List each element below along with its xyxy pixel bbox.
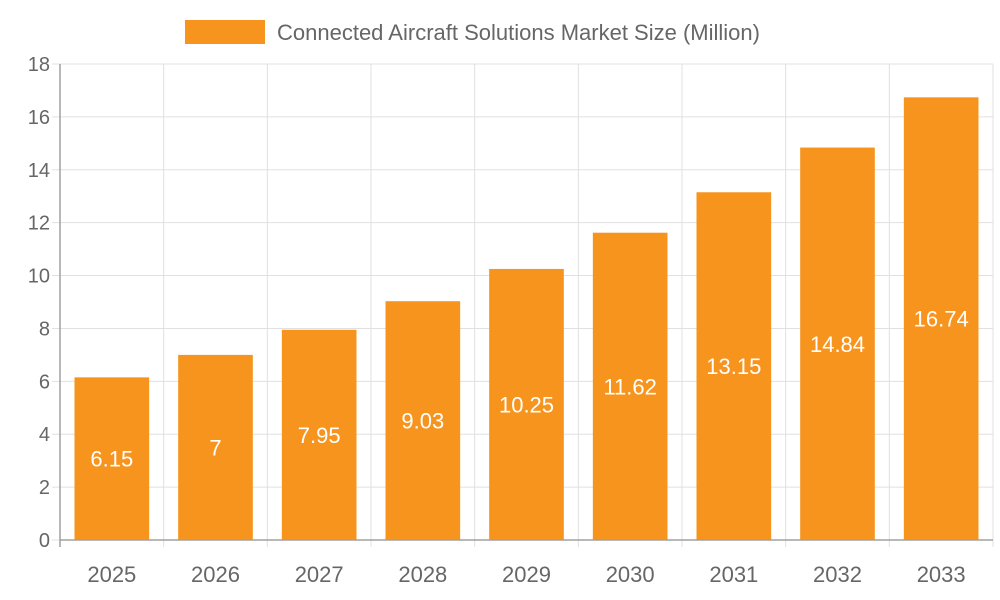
- y-tick-label: 18: [28, 54, 50, 76]
- data-label: 13.15: [706, 354, 761, 379]
- x-tick-label: 2027: [295, 562, 344, 587]
- bar: [178, 354, 253, 540]
- y-tick-label: 6: [39, 371, 50, 393]
- x-tick-label: 2031: [709, 562, 758, 587]
- y-tick-label: 2: [39, 477, 50, 499]
- y-tick-label: 4: [39, 424, 50, 446]
- y-tick-label: 16: [28, 107, 50, 129]
- legend[interactable]: Connected Aircraft Solutions Market Size…: [185, 20, 760, 45]
- y-tick-label: 14: [28, 160, 50, 182]
- data-label: 7: [209, 435, 221, 460]
- x-tick-label: 2028: [398, 562, 447, 587]
- data-label: 7.95: [298, 423, 341, 448]
- data-label: 6.15: [90, 447, 133, 472]
- data-label: 10.25: [499, 392, 554, 417]
- data-label: 16.74: [914, 307, 969, 332]
- data-label: 9.03: [401, 409, 444, 434]
- bar: [800, 147, 875, 540]
- bar: [74, 377, 150, 540]
- y-tick-label: 8: [39, 318, 50, 340]
- bar: [696, 192, 772, 540]
- bar: [903, 97, 979, 540]
- legend-label: Connected Aircraft Solutions Market Size…: [277, 20, 760, 45]
- x-tick-label: 2033: [917, 562, 966, 587]
- y-tick-label: 12: [28, 213, 50, 235]
- bar: [385, 301, 461, 540]
- data-labels: 6.15 7 7.95 9.03 10.25 11.62 13.15 14.84 16.74: [90, 307, 968, 472]
- x-tick-label: 2029: [502, 562, 551, 587]
- legend-swatch: [185, 20, 265, 44]
- x-tick-label: 2025: [87, 562, 136, 587]
- y-axis: 0 2 4 6 8 10 12 14 16 18: [28, 54, 50, 552]
- y-tick-label: 0: [39, 530, 50, 552]
- x-tick-label: 2030: [606, 562, 655, 587]
- bar: [281, 329, 357, 540]
- y-tick-label: 10: [28, 266, 50, 288]
- x-axis: 2025 2026 2027 2028 2029 2030 2031 2032 2033: [60, 539, 993, 587]
- bars: [74, 97, 979, 540]
- x-tick-label: 2026: [191, 562, 240, 587]
- data-label: 14.84: [810, 332, 865, 357]
- bar: [592, 232, 668, 540]
- bar: [489, 268, 564, 540]
- x-tick-label: 2032: [813, 562, 862, 587]
- data-label: 11.62: [603, 374, 656, 399]
